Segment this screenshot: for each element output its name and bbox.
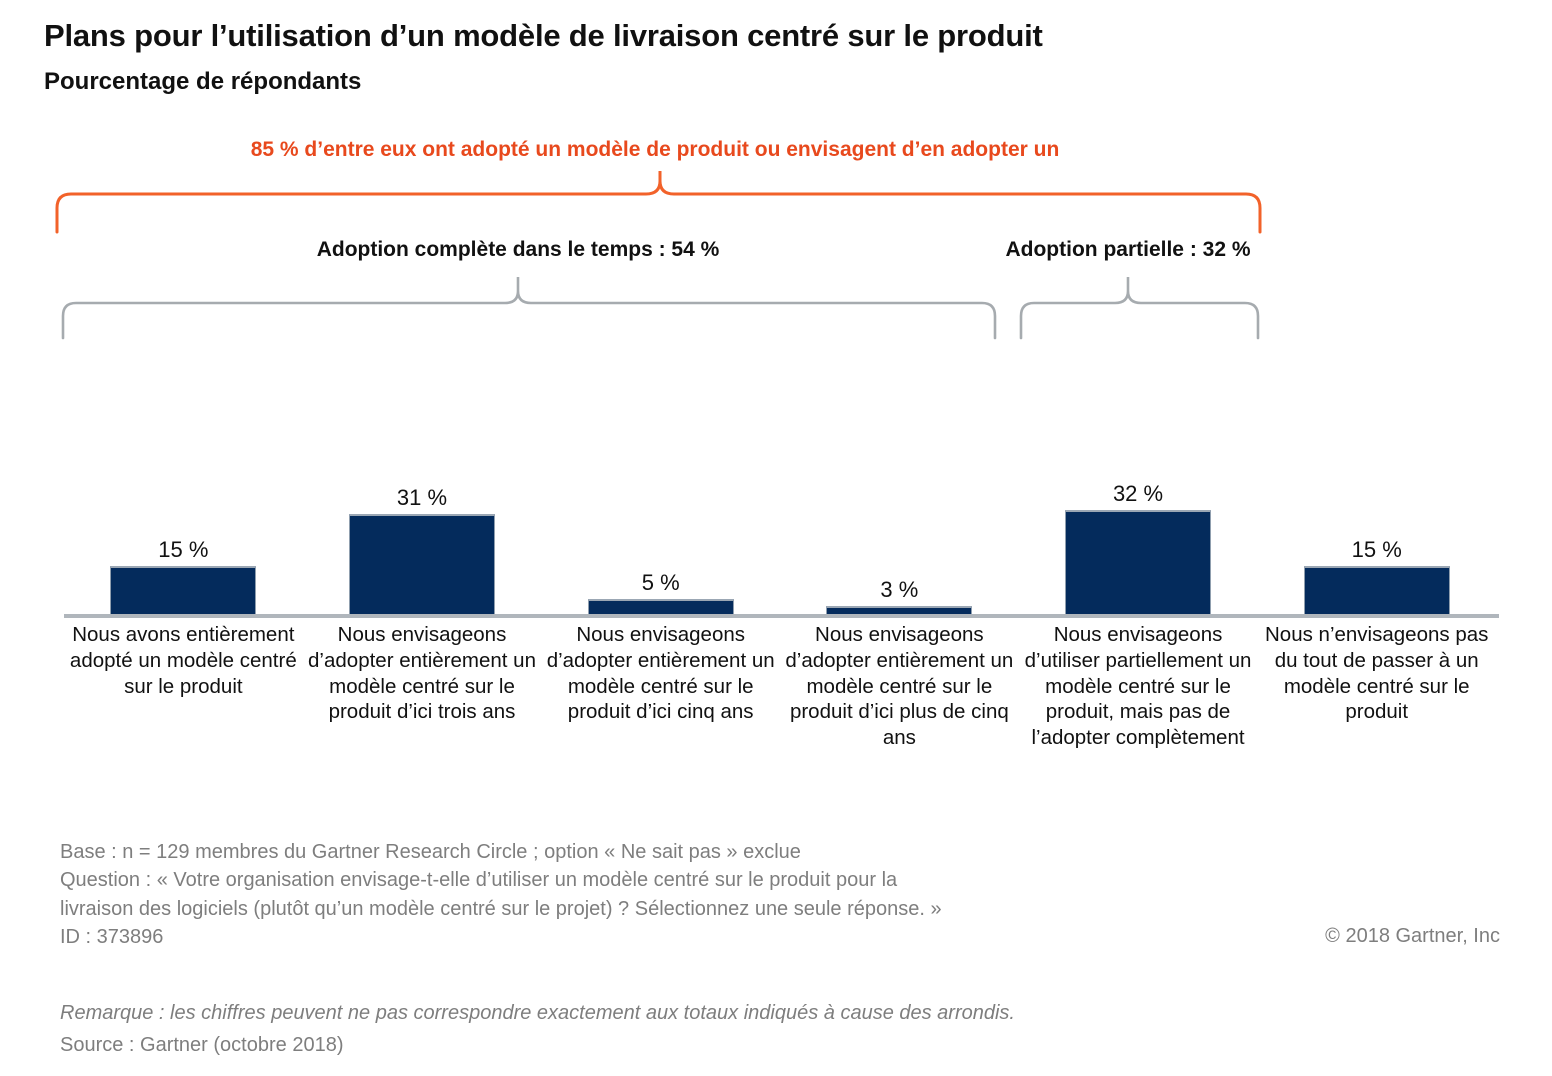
- footnote-question-line2: livraison des logiciels (plutôt qu’un mo…: [60, 897, 942, 920]
- bar-rect[interactable]: [349, 514, 495, 616]
- bar-rect[interactable]: [1303, 566, 1450, 616]
- bar-value-label: 5 %: [641, 570, 680, 595]
- footnote-base: Base : n = 129 membres du Gartner Resear…: [60, 841, 801, 863]
- x-axis-tick-label: Nous envisageons d’adopter entièrement u…: [785, 623, 1014, 750]
- footnote-question-line1: Question : « Votre organisation envisage…: [60, 869, 898, 892]
- x-axis-tick-label: Nous envisageons d’adopter entièrement u…: [308, 623, 536, 724]
- x-axis-tick-label: Nous envisageons d’adopter entièrement u…: [546, 623, 775, 724]
- bar-rect[interactable]: [1065, 510, 1212, 616]
- x-axis-line: [64, 614, 1499, 618]
- x-axis-tick-label: Nous avons entièrement adopté un modèle …: [69, 623, 297, 698]
- bar-value-label: 15 %: [158, 537, 209, 562]
- group-label-adoption-complete: Adoption complète dans le temps : 54 %: [316, 238, 720, 261]
- bar-value-label: 3 %: [880, 577, 919, 602]
- remark-label: Remarque : les chiffres peuvent ne pas c…: [60, 1002, 1015, 1024]
- bar-group: 31 %: [303, 330, 542, 616]
- bar-value-label: 31 %: [396, 485, 448, 510]
- bar-group: 5 %: [541, 330, 780, 616]
- copyright-label: © 2018 Gartner, Inc: [1325, 925, 1500, 947]
- footnote-id: ID : 373896: [60, 926, 164, 949]
- bar-value-label: 15 %: [1351, 537, 1402, 562]
- gray-bracket-group2-icon: [1019, 277, 1260, 340]
- bar-rect[interactable]: [587, 599, 734, 616]
- footnote-block: Base : n = 129 membres du Gartner Resear…: [60, 838, 1240, 952]
- bar-rect[interactable]: [110, 566, 257, 616]
- bar-rect[interactable]: [826, 606, 973, 616]
- plot-area: 15 % 31 % 5 % 3 % 32 % 15 %: [64, 330, 1496, 616]
- x-axis-tick-label: Nous n’envisageons pas du tout de passer…: [1265, 623, 1489, 724]
- orange-callout-label: 85 % d’entre eux ont adopté un modèle de…: [250, 138, 1060, 161]
- x-axis-category-labels: Nous avons entièrement adopté un modèle …: [64, 622, 1496, 751]
- bar-group: 3 %: [780, 330, 1019, 616]
- bar-group: 15 %: [64, 330, 303, 616]
- page-subtitle: Pourcentage de répondants: [44, 68, 362, 95]
- bar-value-label: 32 %: [1112, 481, 1164, 506]
- bar-series: 15 % 31 % 5 % 3 % 32 % 15 %: [64, 330, 1496, 616]
- gray-bracket-group1-icon: [61, 277, 997, 340]
- page-title: Plans pour l’utilisation d’un modèle de …: [44, 18, 1043, 53]
- bar-group: 15 %: [1257, 330, 1496, 616]
- x-axis-tick-label: Nous envisageons d’utiliser partiellemen…: [1024, 623, 1252, 750]
- group-label-adoption-partielle: Adoption partielle : 32 %: [1005, 238, 1251, 261]
- source-label: Source : Gartner (octobre 2018): [60, 1034, 344, 1056]
- bar-group: 32 %: [1019, 330, 1258, 616]
- orange-bracket-icon: [55, 171, 1262, 234]
